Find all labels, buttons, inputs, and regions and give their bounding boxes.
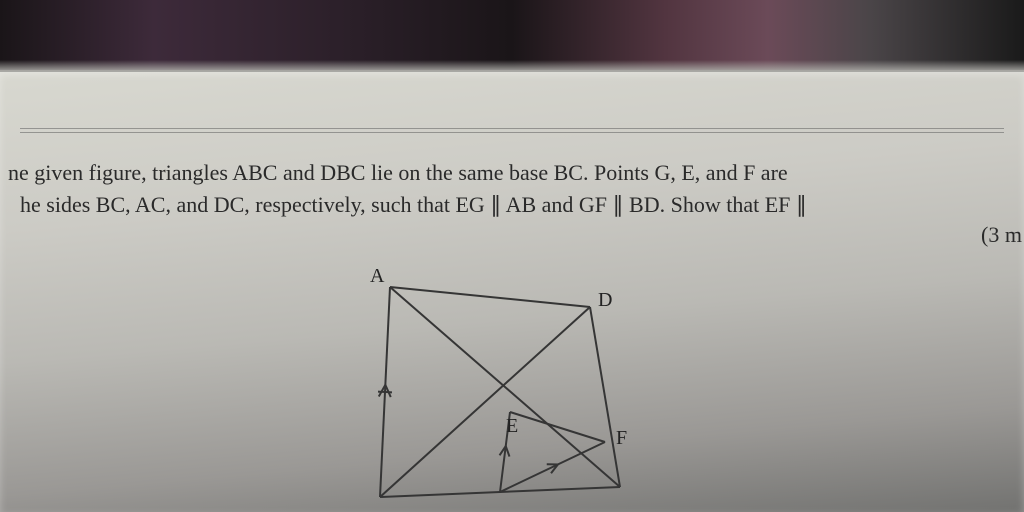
diagram-svg bbox=[330, 267, 690, 507]
vertex-label-e: E bbox=[506, 415, 518, 438]
question-block: ne given figure, triangles ABC and DBC l… bbox=[8, 157, 1024, 221]
vertex-label-f: F bbox=[616, 427, 627, 450]
paper-sheet: ne given figure, triangles ABC and DBC l… bbox=[0, 70, 1024, 512]
vertex-label-d: D bbox=[598, 289, 612, 312]
vertex-label-a: A bbox=[370, 265, 384, 288]
question-line-1: ne given figure, triangles ABC and DBC l… bbox=[8, 157, 1024, 189]
geometry-diagram: A D E F bbox=[330, 267, 690, 507]
marks-label: (3 m bbox=[981, 222, 1022, 248]
horizontal-rule bbox=[20, 128, 1004, 129]
question-line-2: he sides BC, AC, and DC, respectively, s… bbox=[8, 189, 1024, 221]
horizontal-rule bbox=[20, 132, 1004, 133]
